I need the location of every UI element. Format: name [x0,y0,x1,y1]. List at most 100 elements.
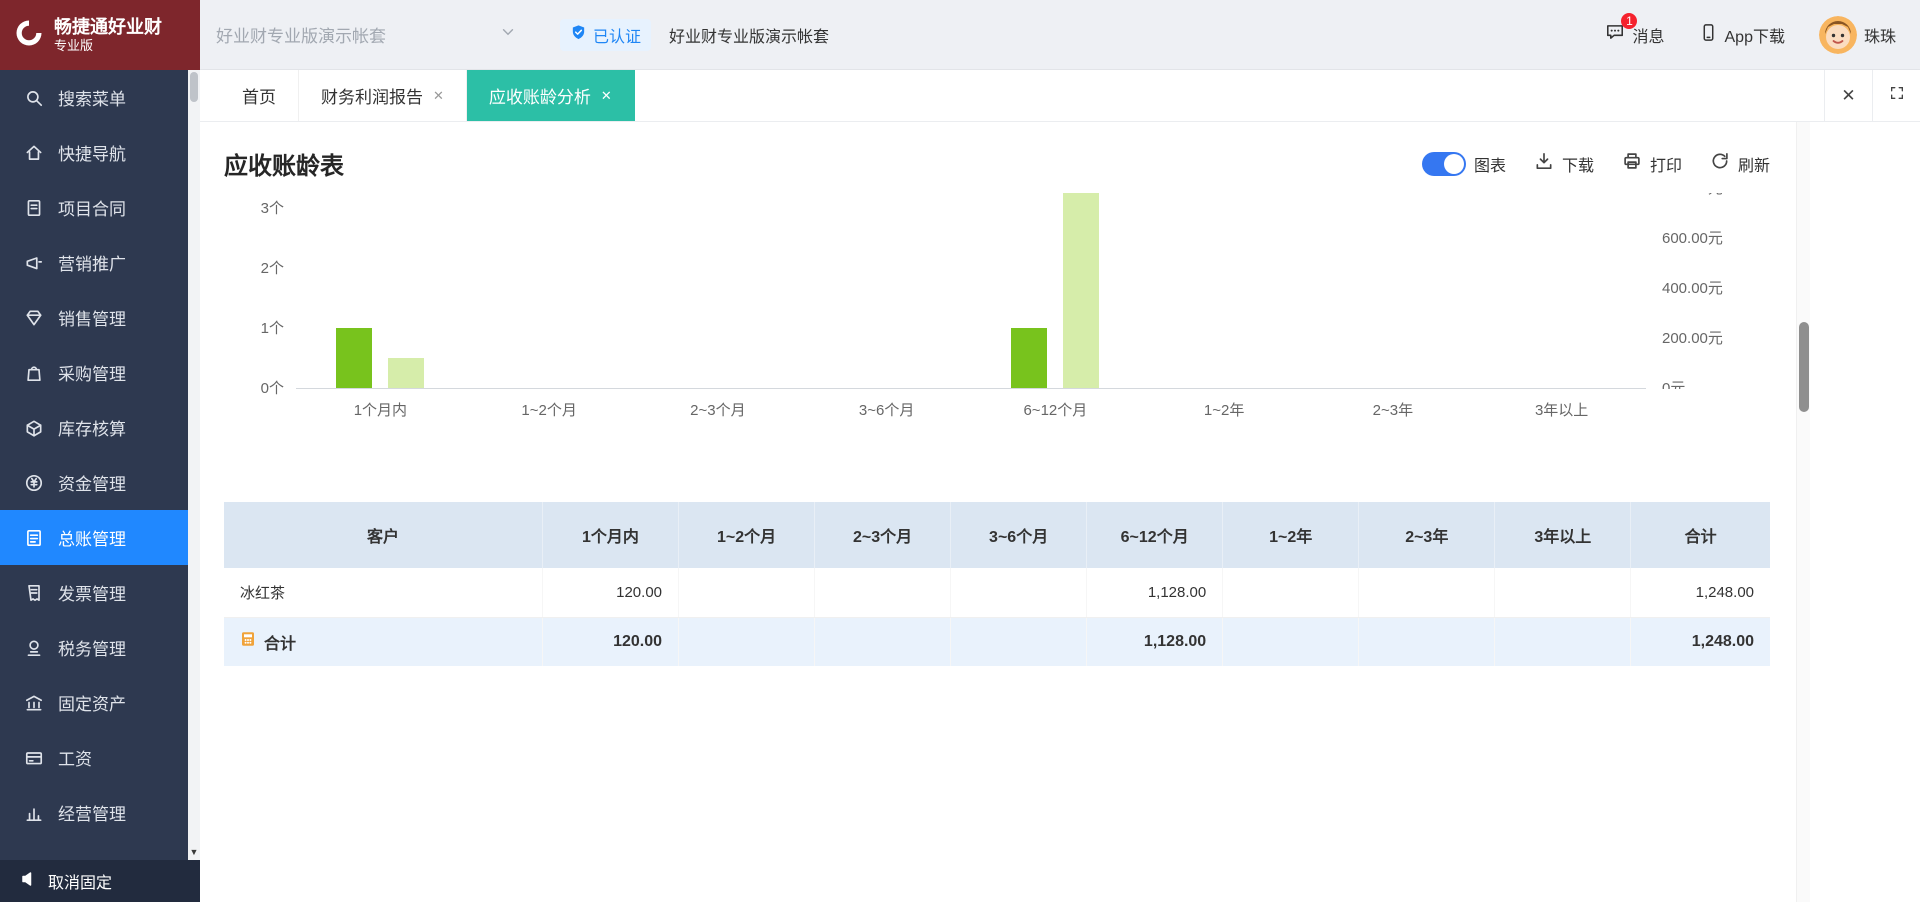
messages-button[interactable]: 1 消息 [1605,13,1665,47]
table-row[interactable]: 冰红茶 120.00 1,128.00 1,248.00 [224,568,1770,618]
sidebar-item-label: 固定资产 [58,695,126,714]
sidebar-item-inventory[interactable]: 库存核算 [0,400,200,455]
chart-category-group [1140,193,1309,388]
account-set-dropdown[interactable]: 好业财专业版演示帐套 [216,22,516,47]
total-value-cell: 1,248.00 [1630,617,1770,666]
download-icon [1534,151,1554,176]
left-axis-tick: 1个 [260,320,284,337]
total-value-cell [950,617,1088,666]
total-value-cell [814,617,952,666]
sidebar-item-fixed-assets[interactable]: 固定资产 [0,675,200,730]
total-value-cell [1358,617,1496,666]
sidebar-item-label: 总账管理 [58,530,126,549]
app-logo: 畅捷通好业财 专业版 [0,0,200,70]
total-value-cell [1494,617,1632,666]
column-header: 2~3年 [1358,502,1496,568]
sidebar-item-salary[interactable]: 工资 [0,730,200,785]
total-value-cell [1222,617,1360,666]
right-axis-tick: 800.00元 [1662,193,1723,198]
total-value-cell [678,617,816,666]
unpin-icon [20,870,38,893]
search-icon [24,88,44,108]
sidebar-item-label: 采购管理 [58,365,126,384]
chart-category-label: 1~2年 [1203,402,1245,419]
sidebar-item-quick-nav[interactable]: 快捷导航 [0,125,200,180]
left-axis-tick: 3个 [260,200,284,217]
refresh-button[interactable]: 刷新 [1710,151,1770,176]
total-value-cell: 1,128.00 [1086,617,1224,666]
sidebar-scrollbar[interactable]: ▼ [188,70,200,860]
total-label: 合计 [224,630,542,654]
calculator-icon [240,631,256,652]
table-body: 冰红茶 120.00 1,128.00 1,248.00 合计 120.00 1,128.0… [224,568,1770,666]
unpin-sidebar-button[interactable]: 取消固定 [0,860,200,902]
purchase-icon [24,363,44,383]
sidebar-menu: 搜索菜单快捷导航项目合同 营销推广 销售管理采购管理库存核算 资金管理总账管理发票管理… [0,70,200,860]
chart-x-axis: 1个月内 1~2个月 2~3个月 3~6个月 6~12个月 1~2年 2~3年 3年以上 [296,399,1646,420]
sidebar-item-invoice[interactable]: 发票管理 [0,565,200,620]
sidebar-item-reimburse[interactable]: 小好报销 [0,840,200,860]
tabbar-fullscreen-button[interactable] [1872,70,1920,121]
sidebar-item-tax[interactable]: 税务管理 [0,620,200,675]
content-scrollbar[interactable] [1796,122,1810,902]
user-menu[interactable]: 珠珠 [1818,15,1896,54]
tabbar-close-button[interactable]: ✕ [1824,70,1872,121]
sales-icon [24,308,44,328]
app-download-button[interactable]: App下载 [1699,23,1785,47]
sidebar-item-label: 工资 [58,750,92,769]
customer-cell: 冰红茶 [224,568,543,618]
sidebar-item-label: 搜索菜单 [58,90,126,109]
content-scrollbar-thumb[interactable] [1799,322,1809,412]
sidebar-item-label: 快捷导航 [58,145,126,164]
download-button[interactable]: 下载 [1534,151,1594,176]
sidebar-item-project-contract[interactable]: 项目合同 [0,180,200,235]
tab-label: 应收账龄分析 [488,88,591,107]
print-button[interactable]: 打印 [1622,151,1682,176]
fullscreen-icon [1889,85,1905,106]
sidebar-item-sales[interactable]: 销售管理 [0,290,200,345]
invoice-icon [24,583,44,603]
sidebar-item-business[interactable]: 经营管理 [0,785,200,840]
report-toolbar: 图表 下载 打印 刷新 [1421,151,1770,176]
chart-toggle[interactable] [1421,151,1466,176]
value-cell [1358,568,1496,618]
value-cell [814,568,952,618]
sidebar-scrollbar-thumb[interactable] [190,72,198,102]
total-value-cell: 120.00 [542,617,680,666]
sidebar-item-search-menu[interactable]: 搜索菜单 [0,70,200,125]
value-cell [950,568,1088,618]
tabbar-actions: ✕ [1824,70,1920,121]
tab-aging-analysis[interactable]: 应收账龄分析 ✕ [466,70,635,121]
chart-category-group [634,193,803,388]
column-header: 3~6个月 [950,502,1088,568]
contract-icon [24,198,44,218]
sidebar-item-marketing[interactable]: 营销推广 [0,235,200,290]
right-axis-tick: 600.00元 [1662,230,1723,247]
content-area: 应收账龄表 图表 下载 打印 刷新 0个 1个 2个 3个 [200,122,1920,902]
sidebar-item-general-ledger[interactable]: 总账管理 [0,510,200,565]
chart-category-label: 1个月内 [353,402,408,419]
right-axis-tick: 400.00元 [1662,280,1723,297]
table-total-row: 合计 120.00 1,128.00 1,248.00 [224,617,1770,666]
tax-icon [24,638,44,658]
chart-category-label: 2~3个月 [690,402,746,419]
sidebar-scroll-down-icon[interactable]: ▼ [189,847,199,857]
chart-category-group [971,193,1140,388]
user-name: 珠珠 [1863,28,1896,46]
tab-close-icon[interactable]: ✕ [600,87,612,103]
sidebar-item-funds[interactable]: 资金管理 [0,455,200,510]
chart-plot [296,193,1646,389]
value-cell [1222,568,1360,618]
account-set-name: 好业财专业版演示帐套 [669,28,830,46]
tab-home[interactable]: 首页 [220,70,299,121]
sidebar-item-purchase[interactable]: 采购管理 [0,345,200,400]
column-header: 1个月内 [542,502,680,568]
chart-category-label: 3年以上 [1534,402,1589,419]
tab-close-icon[interactable]: ✕ [433,87,444,103]
brand-swirl-icon [14,18,44,53]
aging-table-wrap: 客户 1个月内 1~2个月 2~3个月 3~6个月 6~12个月 1~2年 2~3年 3年以上合… [224,502,1770,666]
column-header: 6~12个月 [1086,502,1224,568]
right-axis-tick: 200.00元 [1662,330,1723,347]
page-title: 应收账龄表 [224,153,344,180]
tab-profit-report[interactable]: 财务利润报告 ✕ [299,70,467,121]
